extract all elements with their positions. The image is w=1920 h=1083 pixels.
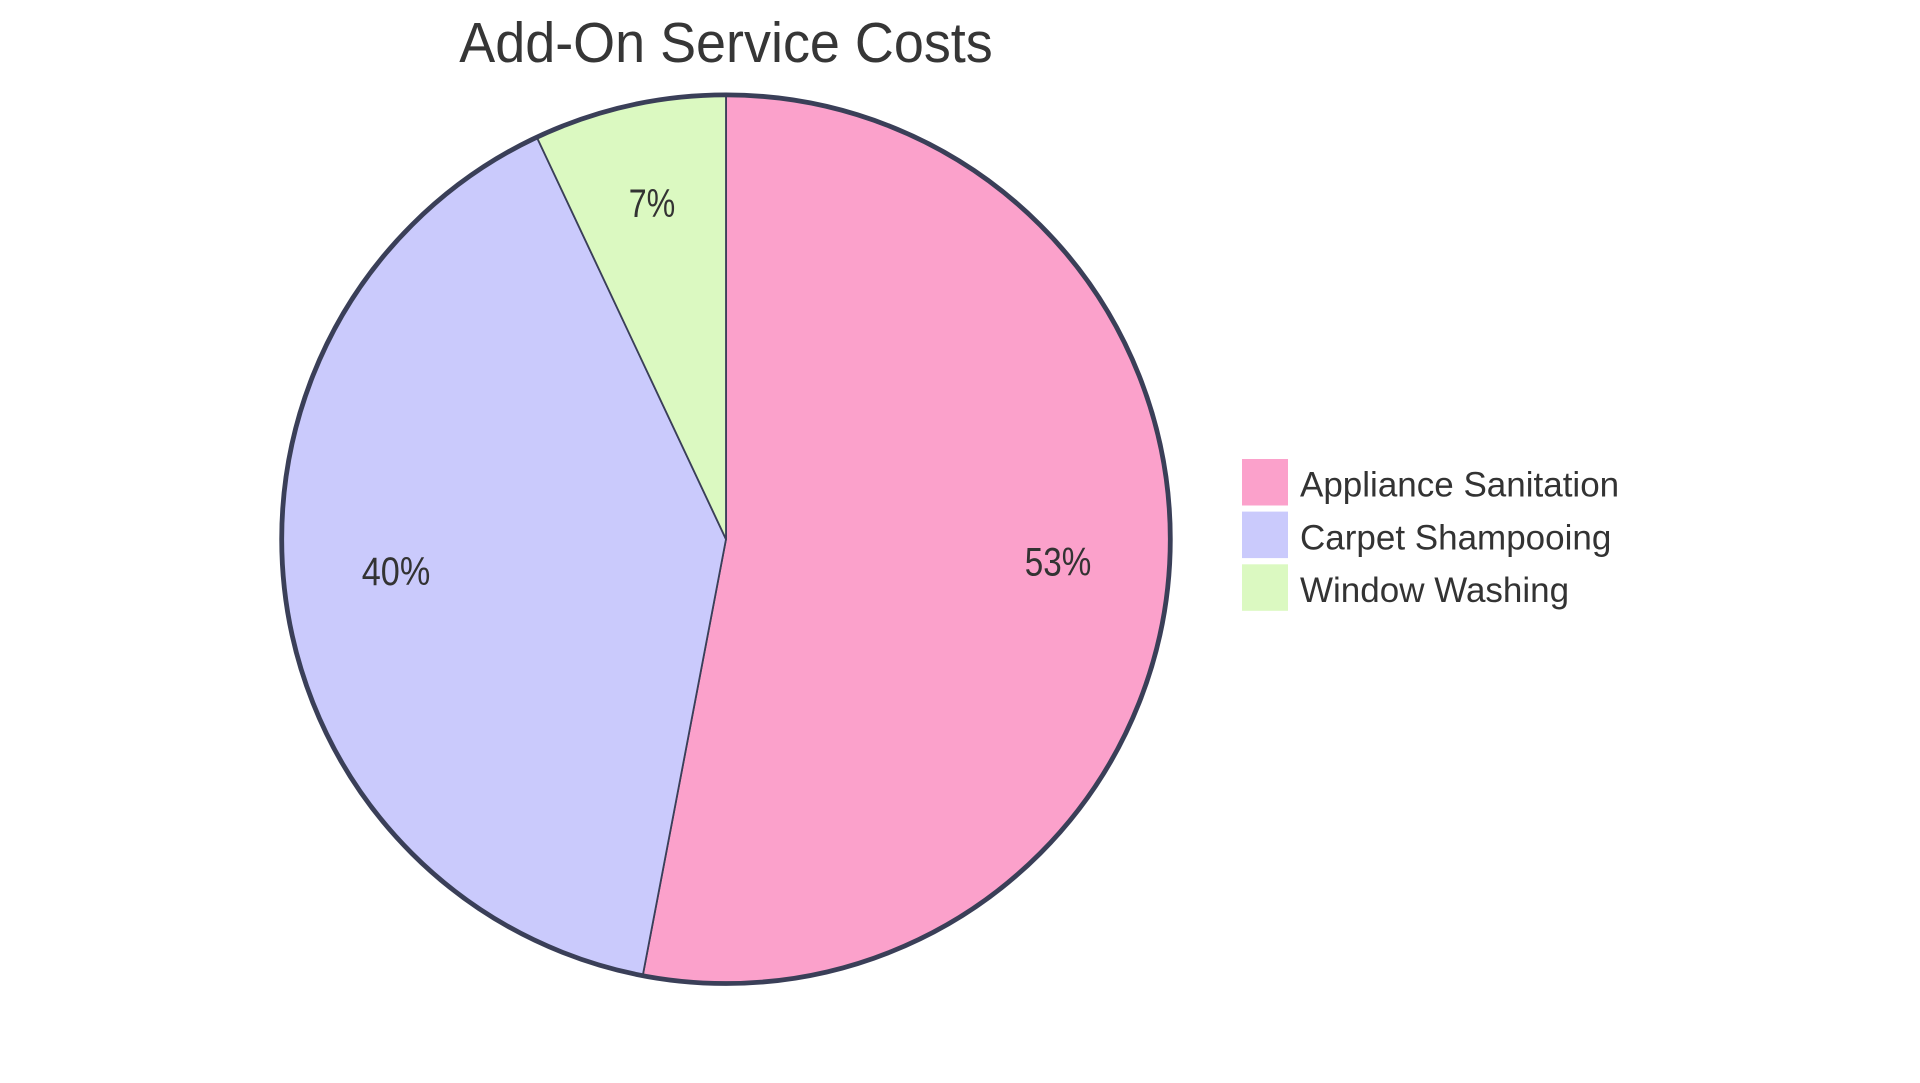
svg-text:7%: 7% bbox=[629, 182, 676, 226]
svg-text:Appliance Sanitation: Appliance Sanitation bbox=[1300, 466, 1619, 505]
svg-text:Add-On Service Costs: Add-On Service Costs bbox=[459, 11, 993, 75]
svg-text:Carpet Shampooing: Carpet Shampooing bbox=[1300, 518, 1611, 557]
svg-text:40%: 40% bbox=[362, 550, 431, 594]
svg-text:53%: 53% bbox=[1025, 540, 1092, 584]
svg-text:Window Washing: Window Washing bbox=[1300, 571, 1569, 610]
